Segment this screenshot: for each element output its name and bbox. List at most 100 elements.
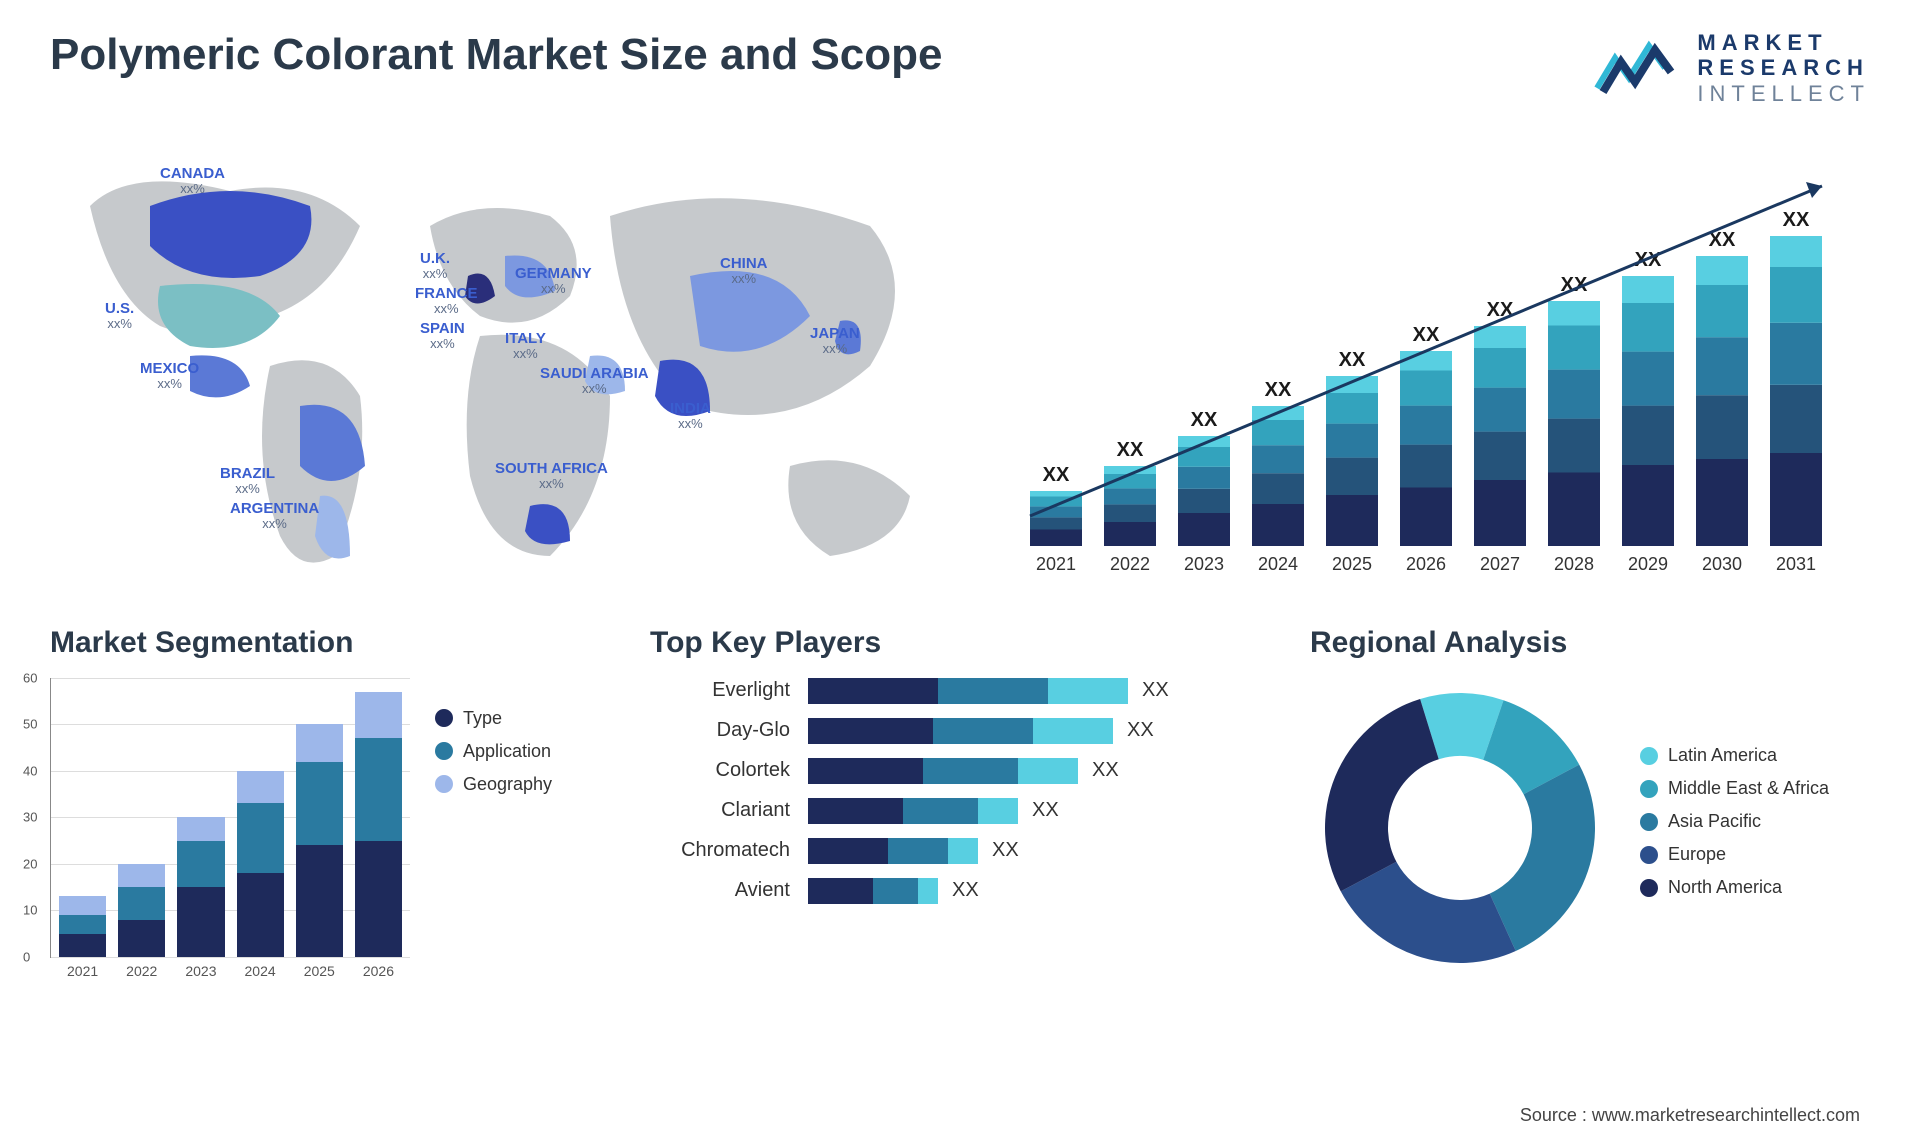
growth-bar-seg	[1326, 393, 1378, 424]
growth-bar-seg	[1696, 285, 1748, 337]
map-label-spain: SPAINxx%	[420, 321, 465, 352]
growth-value-label: XX	[1043, 464, 1070, 486]
donut-slice-asia_pacific	[1490, 765, 1595, 951]
map-label-saudiarabia: SAUDI ARABIAxx%	[540, 366, 649, 397]
seg-gridline	[51, 957, 410, 958]
key-player-row: Clariant XX	[650, 798, 1270, 824]
key-players-title: Top Key Players	[650, 626, 1270, 660]
growth-bar-seg	[1326, 457, 1378, 494]
growth-year-label: 2029	[1628, 554, 1668, 574]
growth-value-label: XX	[1117, 439, 1144, 461]
key-player-row: EverlightXX	[650, 678, 1270, 704]
seg-bar-segment	[355, 738, 402, 840]
growth-bar-seg	[1696, 256, 1748, 285]
legend-dot-icon	[1640, 747, 1658, 765]
legend-label: Middle East & Africa	[1668, 778, 1829, 799]
key-player-bar-seg	[933, 718, 1033, 744]
map-label-canada: CANADAxx%	[160, 166, 225, 197]
map-label-southafrica: SOUTH AFRICAxx%	[495, 461, 608, 492]
logo-icon	[1593, 38, 1683, 98]
map-label-italy: ITALYxx%	[505, 331, 546, 362]
growth-bar-seg	[1030, 517, 1082, 529]
growth-year-label: 2026	[1406, 554, 1446, 574]
growth-bar-seg	[1252, 504, 1304, 546]
key-player-value: XX	[1142, 679, 1169, 702]
key-player-bar	[808, 718, 1113, 744]
logo-text-1: MARKET	[1697, 30, 1870, 55]
growth-bar-seg	[1400, 405, 1452, 444]
seg-bar-segment	[296, 845, 343, 957]
map-label-china: CHINAxx%	[720, 256, 768, 287]
growth-bar-seg	[1326, 495, 1378, 546]
key-player-name: Avient	[650, 879, 790, 902]
seg-x-label: 2022	[118, 963, 165, 979]
growth-bar-seg	[1474, 387, 1526, 431]
seg-y-tick: 0	[23, 949, 30, 964]
key-player-bar	[808, 878, 938, 904]
growth-year-label: 2025	[1332, 554, 1372, 574]
key-player-bar-seg	[808, 758, 923, 784]
growth-bar-seg	[1770, 385, 1822, 453]
growth-bar-seg	[1622, 276, 1674, 303]
key-player-bar-seg	[808, 838, 888, 864]
seg-x-label: 2021	[59, 963, 106, 979]
regional-legend-item: North America	[1640, 877, 1829, 898]
growth-bar-seg	[1178, 489, 1230, 513]
key-player-name: Clariant	[650, 799, 790, 822]
seg-bar: 2026	[355, 678, 402, 957]
regional-legend: Latin America Middle East & Africa Asia Pa…	[1640, 745, 1829, 910]
key-player-value: XX	[1127, 719, 1154, 742]
brand-logo: MARKET RESEARCH INTELLECT	[1593, 30, 1870, 106]
key-player-bar-seg	[1018, 758, 1078, 784]
legend-dot-icon	[435, 709, 453, 727]
seg-bar-segment	[118, 887, 165, 920]
seg-y-tick: 50	[23, 717, 37, 732]
legend-label: Latin America	[1668, 745, 1777, 766]
growth-value-label: XX	[1635, 249, 1662, 271]
growth-bar-seg	[1104, 522, 1156, 546]
regional-panel: Regional Analysis Latin America Middle Ea…	[1310, 626, 1870, 978]
seg-x-label: 2023	[177, 963, 224, 979]
key-player-bar-seg	[903, 798, 978, 824]
seg-y-tick: 20	[23, 856, 37, 871]
seg-bar-segment	[118, 920, 165, 957]
key-player-bar-seg	[918, 878, 938, 904]
key-player-bar-seg	[1033, 718, 1113, 744]
growth-bar-seg	[1770, 453, 1822, 546]
seg-y-tick: 10	[23, 903, 37, 918]
growth-value-label: XX	[1487, 299, 1514, 321]
legend-dot-icon	[435, 775, 453, 793]
seg-bar-segment	[177, 817, 224, 840]
regional-legend-item: Europe	[1640, 844, 1829, 865]
legend-label: Asia Pacific	[1668, 811, 1761, 832]
key-player-row: Day-GloXX	[650, 718, 1270, 744]
growth-bar-seg	[1696, 395, 1748, 459]
growth-bar-seg	[1030, 529, 1082, 546]
legend-label: Application	[463, 741, 551, 762]
growth-bar-seg	[1252, 445, 1304, 473]
growth-bar-seg	[1622, 351, 1674, 405]
seg-y-tick: 40	[23, 763, 37, 778]
growth-value-label: XX	[1413, 324, 1440, 346]
growth-bar-seg	[1474, 431, 1526, 479]
key-player-value: XX	[1092, 759, 1119, 782]
seg-bar: 2022	[118, 678, 165, 957]
legend-label: Type	[463, 708, 502, 729]
growth-bar-seg	[1178, 467, 1230, 489]
key-player-bar-seg	[808, 878, 873, 904]
growth-bar-seg	[1474, 480, 1526, 546]
key-player-value: XX	[952, 879, 979, 902]
key-player-value: XX	[1032, 799, 1059, 822]
growth-bar-seg	[1548, 325, 1600, 369]
growth-bar-seg	[1696, 337, 1748, 395]
key-player-bar-seg	[948, 838, 978, 864]
growth-bar-seg	[1548, 472, 1600, 546]
legend-label: North America	[1668, 877, 1782, 898]
growth-value-label: XX	[1339, 349, 1366, 371]
growth-chart: 2021XX2022XX2023XX2024XX2025XX2026XX2027…	[990, 136, 1870, 596]
regional-title: Regional Analysis	[1310, 626, 1870, 660]
seg-x-label: 2026	[355, 963, 402, 979]
key-player-row: Avient XX	[650, 878, 1270, 904]
seg-y-tick: 30	[23, 810, 37, 825]
legend-dot-icon	[1640, 846, 1658, 864]
